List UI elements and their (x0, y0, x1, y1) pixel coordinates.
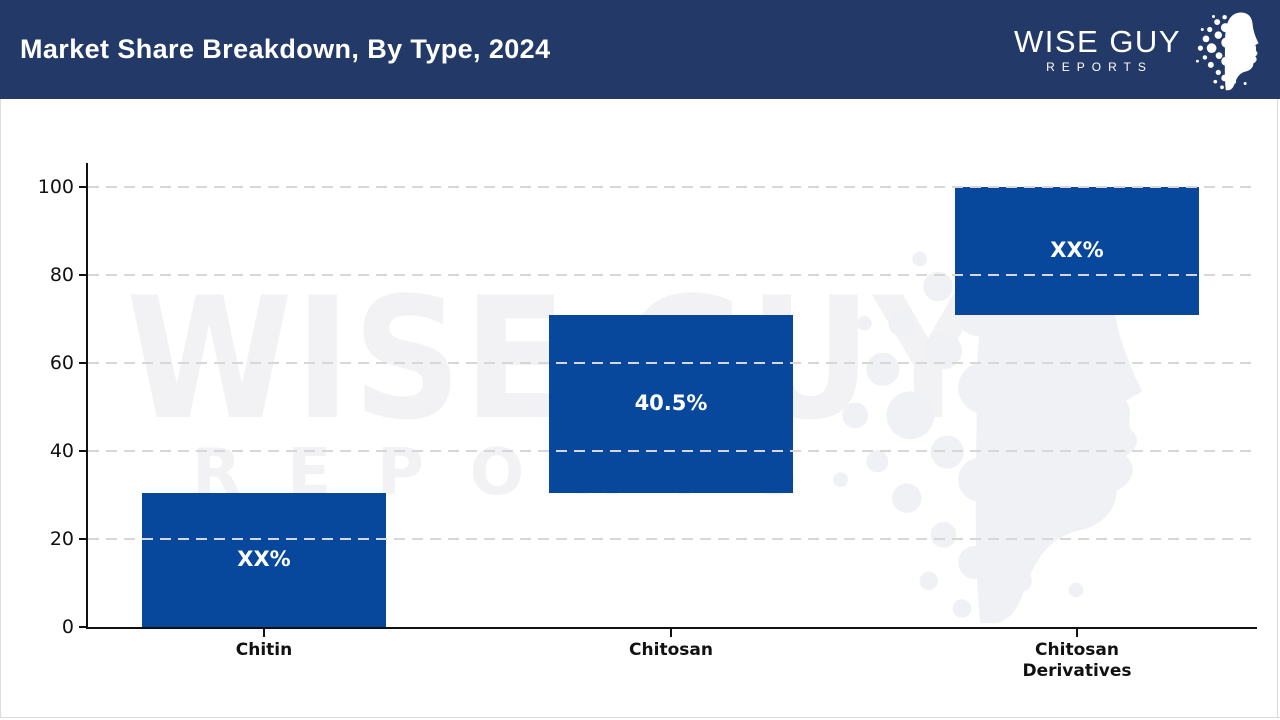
x-tick-label-2: Chitosan (629, 640, 713, 660)
plot-area: WISE GUY REPORTS XX% 40.5% XX% 0 20 40 60 80 10… (0, 99, 1280, 720)
header: Market Share Breakdown, By Type, 2024 WI… (0, 0, 1280, 99)
x-tick-2 (670, 629, 672, 637)
x-axis-line (86, 627, 1257, 629)
page-title: Market Share Breakdown, By Type, 2024 (20, 34, 551, 64)
y-axis-line (86, 163, 88, 629)
image-left-edge (0, 99, 1, 718)
bar-value-label-2: 40.5% (634, 390, 708, 415)
y-tick-0 (79, 626, 86, 628)
y-tick-label-80: 80 (49, 264, 74, 286)
bar-value-label-1: XX% (237, 546, 291, 571)
bar-chitosan-derivatives (955, 187, 1199, 315)
gridline-100 (88, 186, 1257, 188)
brand-face-icon (1189, 9, 1264, 91)
gridline-80 (88, 274, 1257, 276)
y-tick-20 (79, 538, 86, 540)
brand-logo: WISE GUY REPORTS (1014, 9, 1264, 91)
image-bottom-edge (0, 717, 1280, 718)
y-tick-60 (79, 362, 86, 364)
y-tick-label-100: 100 (37, 176, 74, 198)
y-tick-80 (79, 274, 86, 276)
bar-chitosan (549, 314, 793, 493)
y-tick-40 (79, 450, 86, 452)
y-tick-label-40: 40 (49, 440, 74, 462)
brand-subtitle: REPORTS (1046, 60, 1153, 74)
x-tick-label-1: Chitin (235, 640, 293, 660)
gridline-40 (88, 450, 1257, 452)
y-tick-label-20: 20 (49, 528, 74, 550)
brand-logo-text: WISE GUY REPORTS (1014, 26, 1181, 73)
y-tick-100 (79, 186, 86, 188)
x-tick-3 (1076, 629, 1078, 637)
brand-name: WISE GUY (1013, 24, 1181, 59)
gridline-20 (88, 538, 1257, 540)
gridline-60 (88, 362, 1257, 364)
y-tick-label-0: 0 (61, 616, 74, 638)
x-tick-1 (263, 629, 265, 637)
bar-value-label-3: XX% (1050, 237, 1104, 262)
bar-chitin (142, 492, 386, 627)
x-tick-label-3: Chitosan Derivatives (1022, 640, 1132, 681)
y-tick-label-60: 60 (49, 352, 74, 374)
image-right-edge (1277, 99, 1278, 718)
